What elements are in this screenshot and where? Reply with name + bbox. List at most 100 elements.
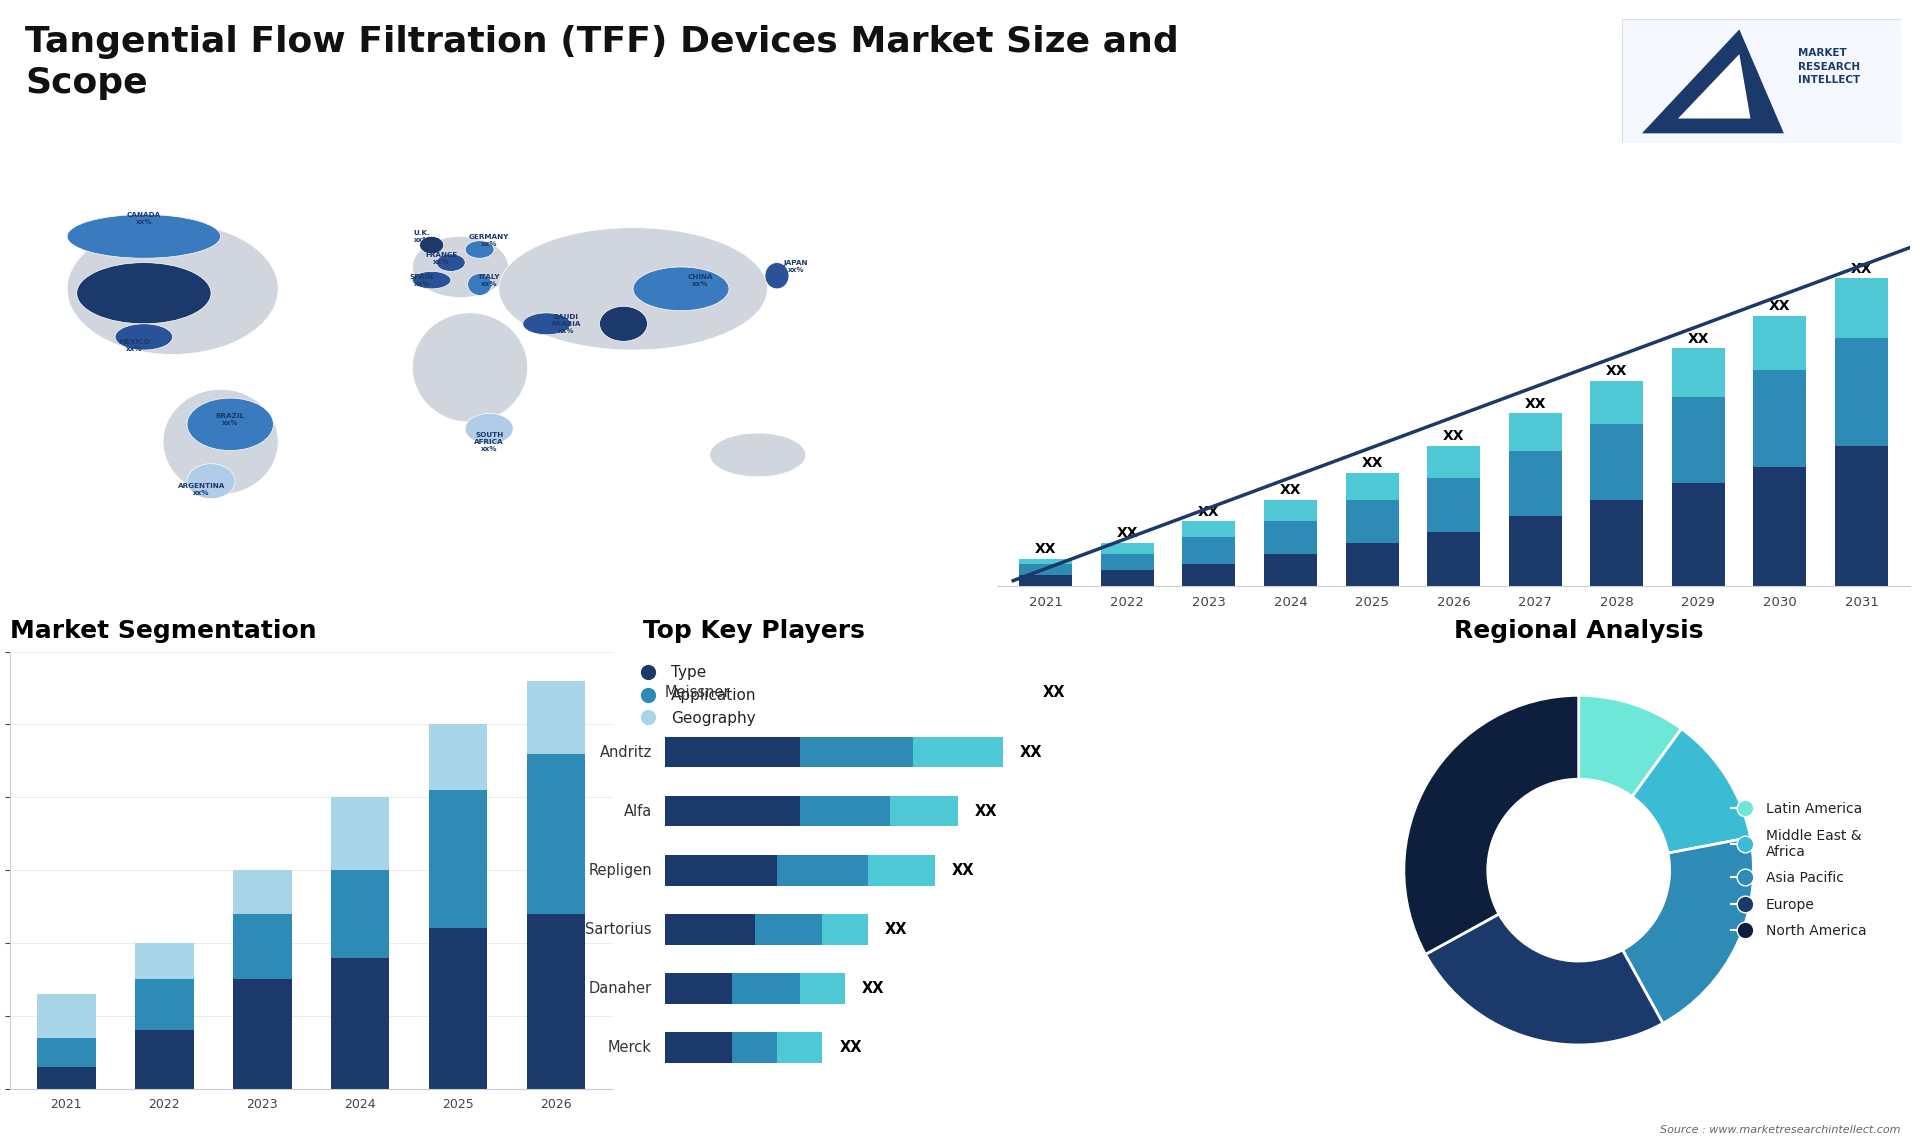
Ellipse shape (115, 324, 173, 350)
Text: XX: XX (1605, 364, 1628, 378)
Bar (912, 737, 1002, 768)
Text: XX: XX (1281, 482, 1302, 497)
Legend: Latin America, Middle East &
Africa, Asia Pacific, Europe, North America: Latin America, Middle East & Africa, Asi… (1726, 796, 1872, 944)
Bar (891, 795, 958, 826)
Bar (1836, 278, 1887, 338)
Bar (232, 913, 292, 980)
Text: XX: XX (1688, 331, 1709, 346)
Bar (232, 870, 292, 913)
Text: XX: XX (1198, 504, 1219, 518)
Bar (778, 855, 868, 886)
Legend: Type, Application, Geography: Type, Application, Geography (626, 659, 762, 732)
Bar (1836, 446, 1887, 586)
Bar (1672, 397, 1724, 484)
Text: CANADA
xx%: CANADA xx% (127, 212, 161, 226)
Ellipse shape (67, 223, 278, 354)
Bar (1590, 500, 1644, 586)
Bar (1183, 521, 1235, 537)
Text: XX: XX (975, 803, 996, 818)
Bar (664, 913, 755, 944)
Polygon shape (1642, 30, 1784, 133)
Bar (428, 790, 488, 928)
Text: Source : www.marketresearchintellect.com: Source : www.marketresearchintellect.com (1661, 1124, 1901, 1135)
Bar (134, 943, 194, 980)
Ellipse shape (764, 262, 789, 289)
Text: SPAIN
xx%: SPAIN xx% (411, 274, 434, 286)
Bar (330, 798, 390, 870)
Text: GERMANY
xx%: GERMANY xx% (468, 234, 509, 248)
Bar (801, 795, 891, 826)
Ellipse shape (634, 267, 730, 311)
Bar (1753, 316, 1807, 370)
Ellipse shape (436, 254, 465, 272)
Bar (778, 1033, 822, 1062)
Text: Meissner: Meissner (664, 685, 730, 700)
Polygon shape (1678, 54, 1751, 118)
Text: XX: XX (1035, 542, 1056, 556)
Bar (1263, 500, 1317, 521)
Bar (1509, 414, 1561, 452)
Text: BRAZIL
xx%: BRAZIL xx% (215, 414, 244, 426)
FancyBboxPatch shape (1622, 19, 1901, 143)
Bar (1020, 575, 1073, 586)
Text: INDIA
xx%: INDIA xx% (612, 327, 636, 339)
Bar (868, 855, 935, 886)
Bar (1020, 565, 1073, 575)
Text: MEXICO
xx%: MEXICO xx% (119, 339, 150, 352)
Title: Regional Analysis: Regional Analysis (1453, 619, 1703, 643)
Bar (1346, 543, 1398, 586)
Text: ARGENTINA
xx%: ARGENTINA xx% (179, 484, 225, 496)
Bar (36, 1038, 96, 1067)
Bar (1753, 468, 1807, 586)
Bar (1346, 472, 1398, 500)
Text: Tangential Flow Filtration (TFF) Devices Market Size and
Scope: Tangential Flow Filtration (TFF) Devices… (25, 25, 1179, 100)
Text: XX: XX (1444, 429, 1465, 444)
Bar (1427, 478, 1480, 532)
Bar (822, 913, 868, 944)
Text: SAUDI
ARABIA
xx%: SAUDI ARABIA xx% (551, 314, 582, 333)
Ellipse shape (186, 398, 273, 450)
Bar (1753, 370, 1807, 468)
Text: XX: XX (1524, 397, 1546, 410)
Text: U.K.
xx%: U.K. xx% (413, 230, 430, 243)
Text: Merck: Merck (609, 1039, 653, 1054)
Text: XX: XX (839, 1039, 862, 1054)
Ellipse shape (499, 228, 768, 350)
Ellipse shape (522, 313, 570, 335)
Text: Danaher: Danaher (589, 981, 653, 996)
Bar (1100, 543, 1154, 554)
Bar (330, 870, 390, 958)
Bar (755, 913, 822, 944)
Ellipse shape (465, 241, 493, 258)
Text: Sartorius: Sartorius (586, 921, 653, 936)
Bar (664, 1033, 732, 1062)
Ellipse shape (465, 414, 513, 444)
Ellipse shape (163, 390, 278, 494)
Ellipse shape (413, 313, 528, 422)
Text: XX: XX (1117, 526, 1139, 540)
Bar (526, 754, 586, 913)
Bar (428, 724, 488, 790)
Bar (1509, 516, 1561, 586)
Bar (1672, 484, 1724, 586)
Ellipse shape (413, 272, 451, 289)
Text: XX: XX (1768, 299, 1791, 313)
Bar (1346, 500, 1398, 543)
Bar (1100, 570, 1154, 586)
Bar (1183, 565, 1235, 586)
Text: XX: XX (1020, 745, 1043, 760)
Text: XX: XX (952, 863, 975, 878)
Wedge shape (1632, 729, 1751, 853)
Bar (732, 1033, 778, 1062)
Ellipse shape (67, 214, 221, 258)
Bar (664, 973, 732, 1004)
Wedge shape (1622, 838, 1753, 1023)
Bar (526, 913, 586, 1089)
Bar (1590, 380, 1644, 424)
Bar (664, 737, 801, 768)
Text: MARKET
RESEARCH
INTELLECT: MARKET RESEARCH INTELLECT (1797, 48, 1860, 85)
Bar (36, 994, 96, 1038)
Bar (1427, 446, 1480, 478)
Bar (1509, 452, 1561, 516)
Bar (1427, 532, 1480, 586)
